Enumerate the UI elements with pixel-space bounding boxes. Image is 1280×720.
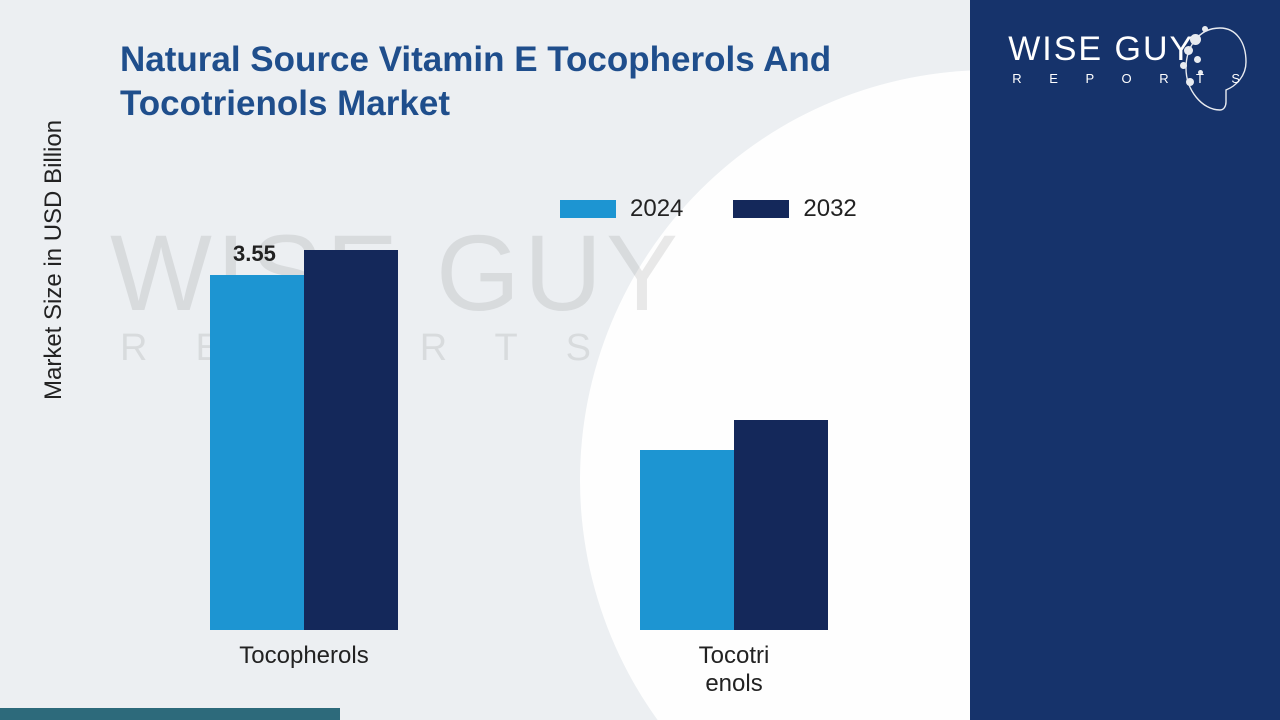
bar (734, 420, 828, 630)
bar-group: Tocotrienols (640, 420, 828, 630)
chart-canvas: WISE GUY REPORTS Natural Source Vitamin … (0, 0, 1280, 720)
bar (304, 250, 398, 630)
bar (210, 275, 304, 630)
brand-logo-head-icon (1180, 24, 1260, 114)
legend-label: 2024 (630, 195, 683, 223)
y-axis-label: Market Size in USD Billion (40, 120, 68, 400)
legend: 2024 2032 (560, 195, 857, 223)
legend-label: 2032 (803, 195, 856, 223)
legend-swatch-2032 (733, 200, 789, 218)
category-label: Tocopherols (234, 642, 374, 670)
legend-item-2024: 2024 (560, 195, 683, 223)
category-label: Tocotrienols (664, 642, 804, 697)
bar (640, 450, 734, 630)
legend-swatch-2024 (560, 200, 616, 218)
bottom-strip (0, 708, 340, 720)
legend-item-2032: 2032 (733, 195, 856, 223)
bar-group: Tocopherols (210, 250, 398, 630)
bar-chart: 3.55TocopherolsTocotrienols (160, 230, 920, 630)
chart-title: Natural Source Vitamin E Tocopherols And… (120, 38, 860, 126)
